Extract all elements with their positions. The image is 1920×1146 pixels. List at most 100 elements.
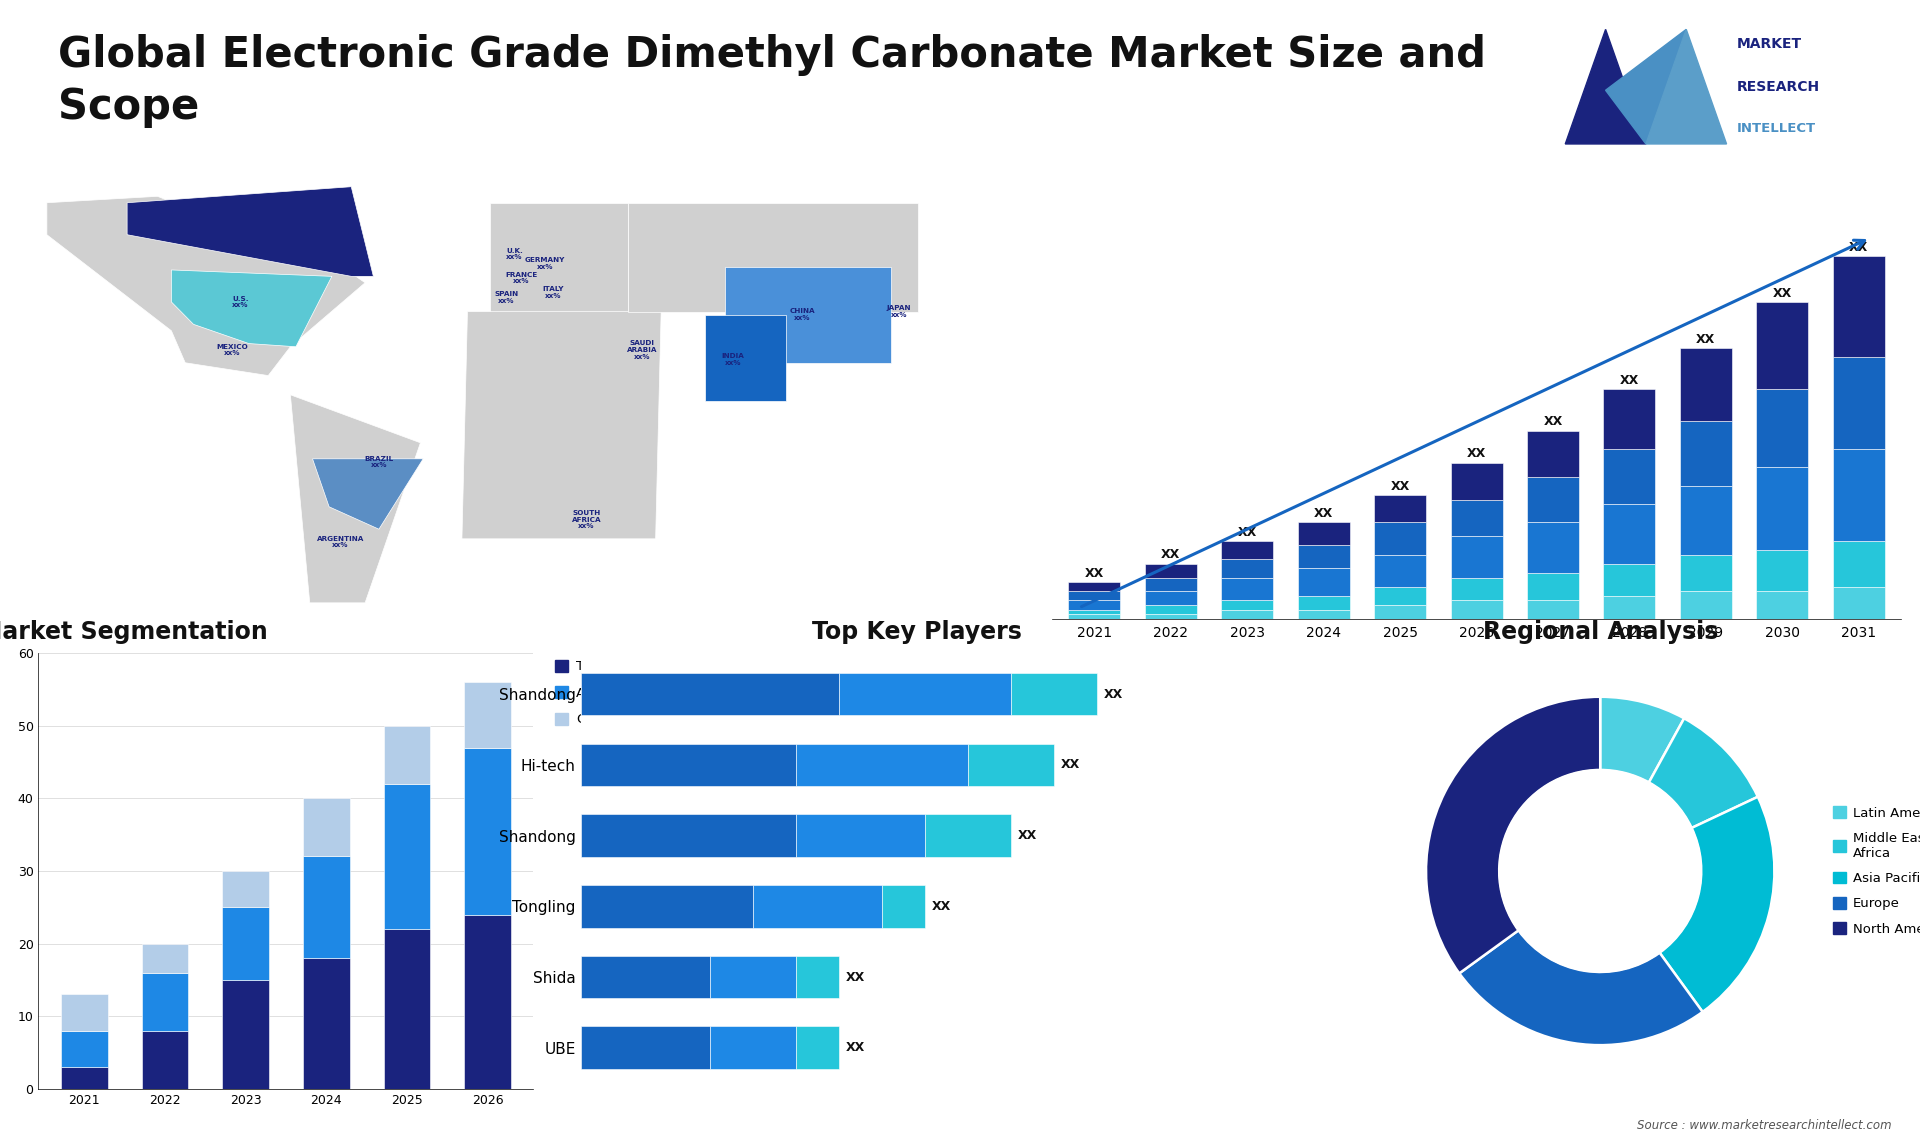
- Bar: [797, 744, 968, 786]
- Polygon shape: [705, 315, 785, 401]
- Text: XX: XX: [1390, 480, 1409, 493]
- Text: XX: XX: [1018, 829, 1037, 842]
- Polygon shape: [313, 458, 422, 529]
- Bar: [384, 929, 430, 1089]
- Text: ARGENTINA
xx%: ARGENTINA xx%: [317, 535, 365, 549]
- Polygon shape: [463, 312, 660, 539]
- Bar: [1680, 591, 1732, 619]
- Bar: [1526, 477, 1578, 523]
- Text: XX: XX: [1238, 526, 1258, 539]
- Bar: [580, 1027, 710, 1069]
- Bar: [1375, 523, 1427, 555]
- Text: INTELLECT: INTELLECT: [1738, 123, 1816, 135]
- Wedge shape: [1649, 719, 1759, 827]
- Text: MEXICO
xx%: MEXICO xx%: [217, 344, 248, 356]
- Bar: [142, 973, 188, 1030]
- Text: XX: XX: [1544, 415, 1563, 429]
- Polygon shape: [127, 187, 372, 276]
- Polygon shape: [490, 203, 628, 312]
- Text: XX: XX: [1104, 688, 1123, 700]
- Bar: [1450, 500, 1503, 536]
- Bar: [1144, 591, 1196, 605]
- Legend: Type, Application, Geography: Type, Application, Geography: [555, 660, 651, 727]
- Bar: [580, 673, 839, 715]
- Polygon shape: [1605, 30, 1686, 144]
- Bar: [1221, 541, 1273, 559]
- Text: RESEARCH: RESEARCH: [1738, 79, 1820, 94]
- Text: CANADA
xx%: CANADA xx%: [238, 225, 271, 238]
- Bar: [580, 744, 797, 786]
- Bar: [1450, 578, 1503, 601]
- Bar: [797, 956, 839, 998]
- Bar: [465, 747, 511, 915]
- Text: FRANCE
xx%: FRANCE xx%: [505, 272, 538, 284]
- Bar: [1680, 348, 1732, 422]
- Bar: [1834, 358, 1885, 449]
- Bar: [142, 1030, 188, 1089]
- Bar: [223, 871, 269, 908]
- Bar: [384, 725, 430, 784]
- Bar: [1526, 601, 1578, 619]
- Polygon shape: [46, 196, 365, 376]
- Bar: [1680, 555, 1732, 591]
- Bar: [1757, 591, 1809, 619]
- Bar: [1450, 463, 1503, 500]
- Bar: [1068, 591, 1119, 601]
- Bar: [753, 885, 881, 927]
- Text: SOUTH
AFRICA
xx%: SOUTH AFRICA xx%: [572, 510, 601, 529]
- Bar: [1221, 610, 1273, 619]
- Text: XX: XX: [1695, 332, 1715, 346]
- Text: CHINA
xx%: CHINA xx%: [789, 308, 816, 321]
- Bar: [881, 885, 925, 927]
- Text: Source : www.marketresearchintellect.com: Source : www.marketresearchintellect.com: [1636, 1120, 1891, 1132]
- Bar: [142, 943, 188, 973]
- Bar: [1834, 587, 1885, 619]
- Wedge shape: [1427, 697, 1599, 973]
- Bar: [1834, 449, 1885, 541]
- Text: U.S.
xx%: U.S. xx%: [232, 296, 250, 308]
- Text: SPAIN
xx%: SPAIN xx%: [493, 291, 518, 304]
- Bar: [1375, 555, 1427, 587]
- Bar: [1603, 390, 1655, 449]
- Bar: [1526, 523, 1578, 573]
- Text: INDIA
xx%: INDIA xx%: [722, 353, 745, 366]
- Bar: [1375, 587, 1427, 605]
- Bar: [1298, 545, 1350, 568]
- Text: Market Segmentation: Market Segmentation: [0, 620, 267, 644]
- Bar: [1298, 596, 1350, 610]
- Polygon shape: [1645, 30, 1726, 144]
- Bar: [1526, 431, 1578, 477]
- Bar: [1450, 601, 1503, 619]
- Polygon shape: [724, 267, 891, 363]
- Wedge shape: [1659, 796, 1774, 1012]
- Bar: [1068, 601, 1119, 610]
- Text: XX: XX: [1162, 549, 1181, 562]
- Text: XX: XX: [845, 971, 864, 983]
- Bar: [223, 908, 269, 980]
- Bar: [580, 956, 710, 998]
- Text: XX: XX: [1062, 759, 1081, 771]
- Bar: [1221, 559, 1273, 578]
- Text: XX: XX: [845, 1042, 864, 1054]
- Bar: [1221, 601, 1273, 610]
- Bar: [1298, 523, 1350, 545]
- Bar: [1298, 568, 1350, 596]
- Polygon shape: [1565, 30, 1645, 144]
- Bar: [303, 799, 349, 856]
- Bar: [1144, 605, 1196, 614]
- Text: XX: XX: [1085, 567, 1104, 580]
- Bar: [1757, 550, 1809, 591]
- Bar: [1144, 564, 1196, 578]
- Bar: [925, 815, 1012, 857]
- Title: Regional Analysis: Regional Analysis: [1482, 620, 1718, 644]
- Bar: [1298, 610, 1350, 619]
- Bar: [465, 915, 511, 1089]
- Bar: [61, 995, 108, 1030]
- Bar: [1834, 257, 1885, 358]
- Circle shape: [1500, 770, 1701, 972]
- Bar: [1450, 536, 1503, 578]
- Text: XX: XX: [931, 900, 950, 913]
- Text: XX: XX: [1772, 286, 1791, 300]
- Bar: [1221, 578, 1273, 601]
- Bar: [1757, 303, 1809, 390]
